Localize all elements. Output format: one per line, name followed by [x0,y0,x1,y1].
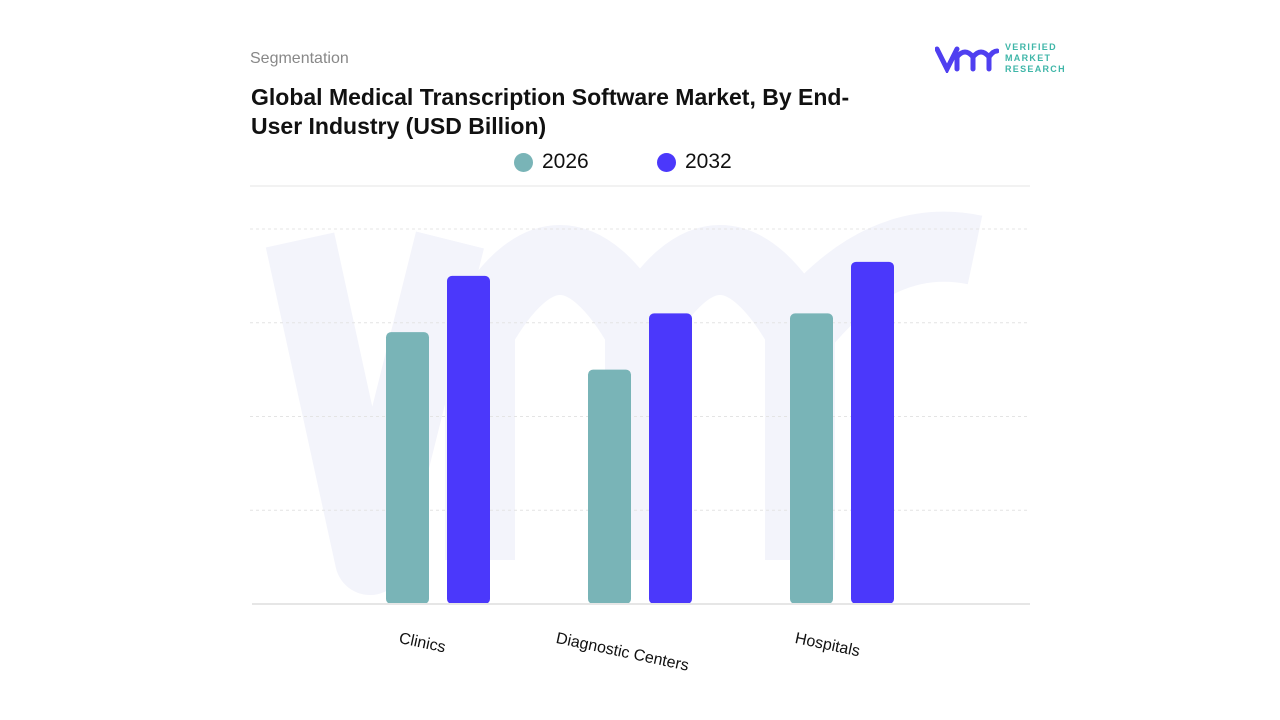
bar-hospitals-2032 [851,261,894,604]
legend-dot-2032 [657,152,676,172]
legend-item-2032: 2032 [657,150,732,174]
legend-dot-2026 [514,152,533,172]
vmr-logo-icon [935,46,999,73]
bar-hospitals-2026 [790,313,833,604]
logo: VERIFIED MARKET RESEARCH [935,42,1066,75]
bar-clinics-2026 [386,332,429,604]
bar-diagnostic-centers-2026 [588,369,631,604]
watermark-icon [265,211,983,595]
bar-diagnostic-centers-2032 [649,313,692,604]
logo-text-1: VERIFIED [1005,42,1057,52]
legend-label-2026: 2026 [542,150,589,173]
segmentation-label: Segmentation [250,50,349,67]
logo-text-3: RESEARCH [1005,64,1066,74]
bar-clinics-2032 [447,275,490,604]
logo-text-2: MARKET [1005,53,1052,63]
legend-label-2032: 2032 [685,150,732,173]
chart-title: Global Medical Transcription Software Ma… [251,84,850,139]
legend-item-2026: 2026 [514,150,589,174]
